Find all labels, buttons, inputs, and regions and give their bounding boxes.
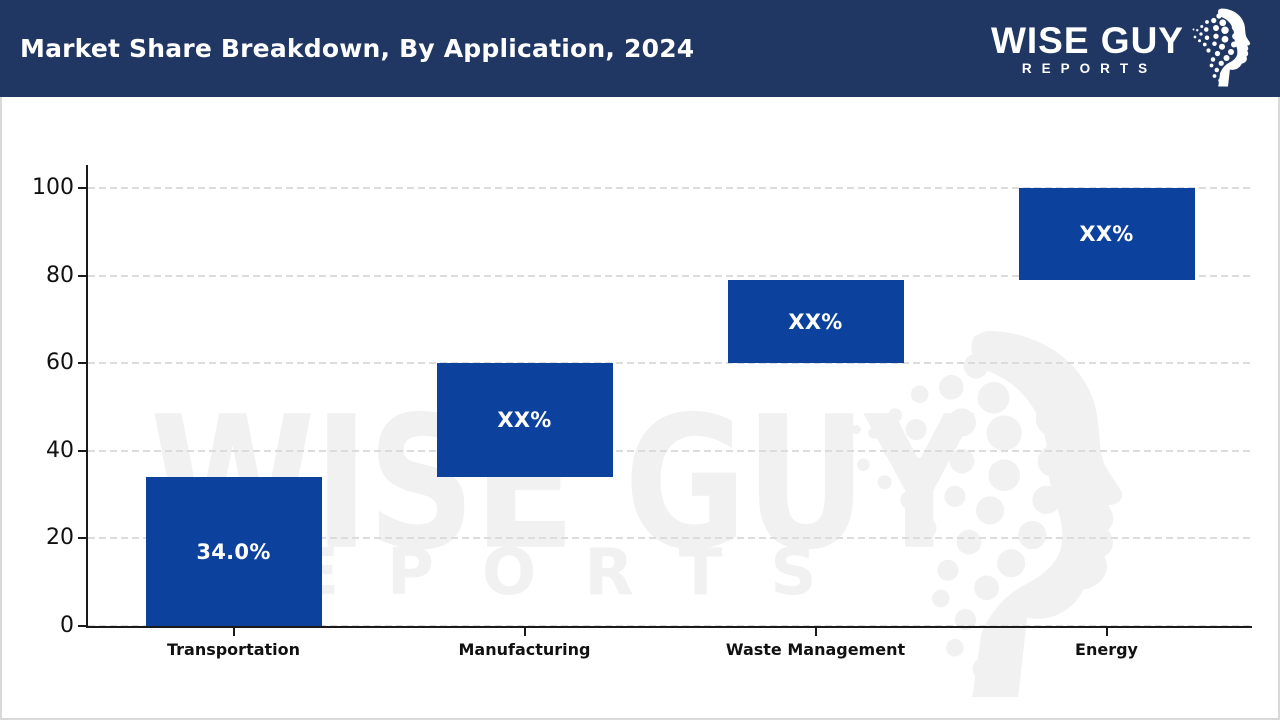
y-tick-80 <box>78 274 86 277</box>
x-tick-0 <box>232 628 235 636</box>
bar-energy: XX% <box>1018 188 1195 280</box>
page-title: Market Share Breakdown, By Application, … <box>20 34 695 63</box>
y-tick-label-80: 80 <box>46 262 74 288</box>
bar-waste-management: XX% <box>727 279 904 364</box>
x-category-label: Waste Management <box>725 640 906 659</box>
bar-value-label: XX% <box>788 309 843 334</box>
bar-value-label: XX% <box>1079 221 1134 246</box>
bar-value-label: 34.0% <box>196 539 271 564</box>
brand-logo: WISE GUY REPORTS <box>991 7 1262 91</box>
gridline-80 <box>88 274 1252 277</box>
bar-transportation: 34.0% <box>145 477 322 626</box>
gridline-20 <box>88 537 1252 540</box>
brand-wordmark: WISE GUY REPORTS <box>991 22 1184 76</box>
gridline-40 <box>88 449 1252 452</box>
wiseguy-head-icon <box>1176 7 1262 91</box>
y-tick-label-100: 100 <box>32 175 74 200</box>
brand-subtitle: REPORTS <box>1021 60 1158 76</box>
gridline-60 <box>88 362 1252 365</box>
x-category-label: Transportation <box>166 640 301 659</box>
y-tick-label-40: 40 <box>46 437 74 463</box>
y-tick-60 <box>78 362 86 365</box>
x-category-label: Energy <box>1075 640 1138 659</box>
bar-manufacturing: XX% <box>436 363 613 478</box>
x-axis-line <box>86 626 1252 628</box>
y-axis-line <box>86 165 88 628</box>
gridline-100 <box>88 187 1252 189</box>
x-category-label: Manufacturing <box>458 640 591 659</box>
x-tick-2 <box>814 628 817 636</box>
bar-value-label: XX% <box>497 408 552 433</box>
header-bar: Market Share Breakdown, By Application, … <box>0 0 1280 97</box>
y-tick-100 <box>78 187 86 189</box>
x-tick-1 <box>523 628 526 636</box>
y-tick-label-60: 60 <box>46 350 74 376</box>
y-tick-0 <box>78 625 86 627</box>
y-tick-label-0: 0 <box>60 613 74 638</box>
x-tick-3 <box>1105 628 1108 636</box>
y-tick-40 <box>78 449 86 452</box>
brand-name: WISE GUY <box>990 19 1184 61</box>
y-tick-20 <box>78 537 86 540</box>
y-tick-label-20: 20 <box>46 525 74 551</box>
